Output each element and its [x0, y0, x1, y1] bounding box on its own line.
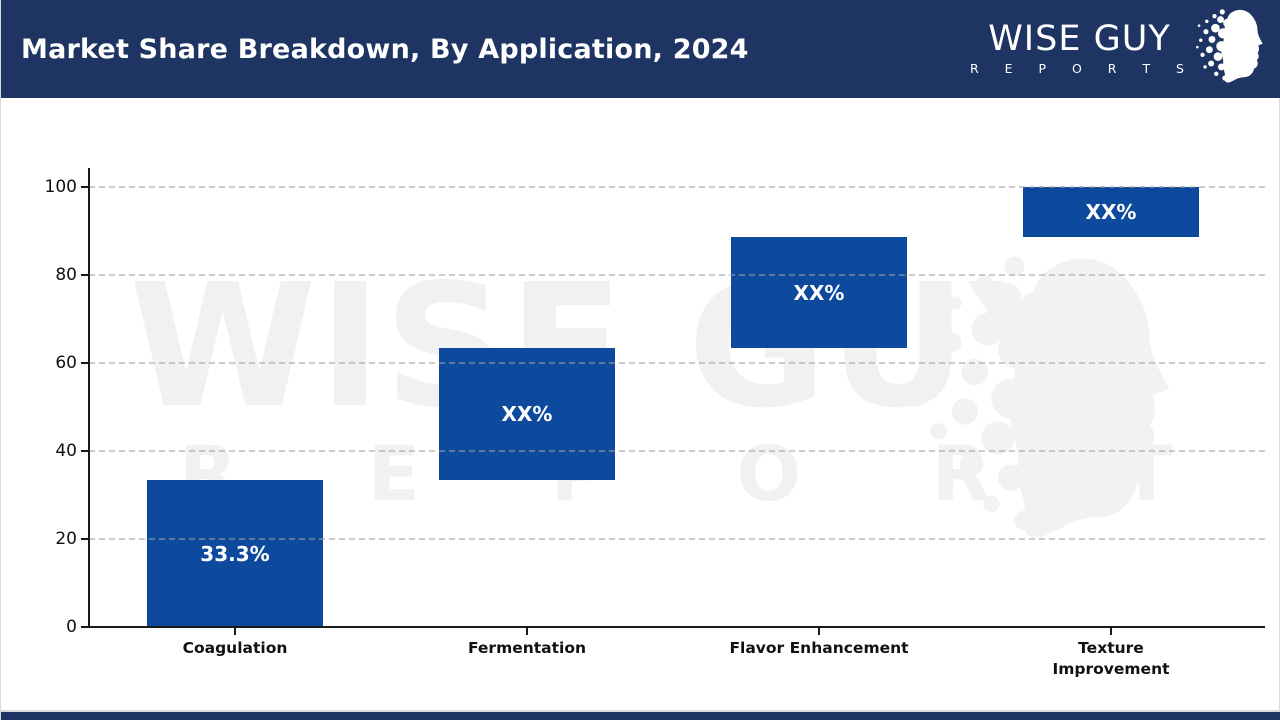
- gridline-100: [89, 186, 1265, 188]
- bar-fermentation: XX%: [439, 348, 615, 481]
- x-tick-mark-texture-improvement: [1110, 628, 1112, 635]
- y-axis-tick-label: 60: [55, 353, 77, 373]
- y-axis-tick-label: 40: [55, 441, 77, 461]
- bar-texture-improvement: XX%: [1023, 187, 1199, 238]
- bar-coagulation: 33.3%: [147, 480, 323, 627]
- bar-flavor-enhancement: XX%: [731, 237, 907, 349]
- x-tick-mark-fermentation: [526, 628, 528, 635]
- x-tick-mark-coagulation: [234, 628, 236, 635]
- x-axis-line: [88, 626, 1265, 628]
- bar-value-label-flavor-enhancement: XX%: [793, 280, 845, 305]
- y-tick-mark-60: [81, 362, 89, 364]
- gridline-60: [89, 362, 1265, 364]
- y-axis-line: [88, 168, 90, 628]
- x-axis-category-label-fermentation: Fermentation: [467, 639, 587, 657]
- y-axis-tick-label: 80: [55, 265, 77, 285]
- bar-value-label-texture-improvement: XX%: [1085, 200, 1137, 225]
- y-tick-mark-40: [81, 450, 89, 452]
- footer-hairline: [1, 710, 1280, 712]
- x-tick-mark-flavor-enhancement: [818, 628, 820, 635]
- y-axis-tick-label: 20: [55, 529, 77, 549]
- gridline-80: [89, 274, 1265, 276]
- logo-tagline: R E P O R T S: [969, 61, 1195, 76]
- gridline-40: [89, 450, 1265, 452]
- y-tick-mark-100: [81, 186, 89, 188]
- header-banner: Market Share Breakdown, By Application, …: [1, 0, 1280, 98]
- logo-text: WISE GUY R E P O R T S: [964, 19, 1195, 77]
- gridline-20: [89, 538, 1265, 540]
- bar-value-label-fermentation: XX%: [501, 402, 553, 427]
- x-axis-category-label-coagulation: Coagulation: [182, 639, 288, 657]
- y-tick-mark-0: [81, 626, 89, 628]
- logo-name: WISE GUY: [988, 19, 1171, 59]
- y-tick-mark-80: [81, 274, 89, 276]
- footer-bar: [1, 712, 1280, 720]
- y-axis-tick-label: 100: [44, 177, 77, 197]
- wise-guy-reports-logo: WISE GUY R E P O R T S: [964, 0, 1267, 98]
- plot-area: 33.3% XX% XX% XX%: [89, 169, 1265, 627]
- y-tick-mark-20: [81, 538, 89, 540]
- bar-value-label-coagulation: 33.3%: [200, 541, 270, 566]
- y-axis-tick-label: 0: [66, 617, 77, 637]
- chart-title: Market Share Breakdown, By Application, …: [21, 33, 749, 65]
- x-axis-category-label-flavor-enhancement: Flavor Enhancement: [729, 639, 909, 657]
- x-axis-category-label-texture-improvement: Texture Improvement: [1052, 639, 1170, 678]
